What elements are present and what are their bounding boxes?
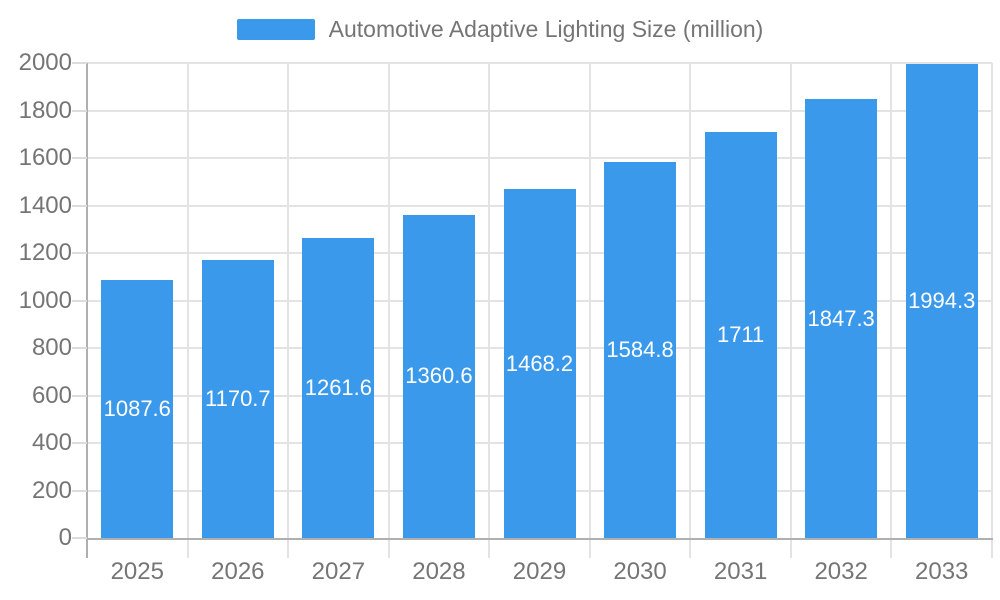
bar-value-label: 1261.6 [304, 375, 373, 401]
gridline-vertical [387, 63, 390, 558]
bar-2030: 1584.8 [604, 161, 677, 538]
y-axis-label: 1400 [18, 191, 72, 219]
bar-2028: 1360.6 [402, 214, 475, 538]
x-axis-label: 2026 [211, 558, 265, 585]
gridline-vertical [287, 63, 290, 558]
y-axis-tick [72, 299, 87, 302]
bar-2026: 1170.7 [201, 259, 274, 538]
gridline-horizontal [87, 157, 992, 159]
bar-value-label: 1170.7 [205, 385, 271, 411]
x-axis-label: 2027 [311, 558, 366, 585]
bar-value-label: 1087.6 [103, 395, 171, 421]
y-axis-label: 2000 [18, 49, 72, 76]
bar-value-label: 1711 [716, 321, 765, 347]
bar-2031: 1711 [704, 131, 777, 538]
bar-value-label: 1468.2 [505, 350, 574, 376]
gridline-vertical [488, 63, 491, 558]
y-axis-label: 400 [31, 429, 72, 456]
y-axis-label: 800 [31, 334, 72, 361]
y-axis-label: 1200 [18, 239, 72, 266]
plot-area: 1087.6 1170.7 1261.6 1360.6 1468.2 1584.8 1711… [87, 62, 993, 558]
legend-swatch-icon [236, 18, 315, 40]
y-axis-label: 1600 [18, 144, 72, 171]
y-axis-tick [72, 204, 87, 207]
x-axis-label: 2030 [613, 558, 667, 585]
bar-2029: 1468.2 [503, 189, 576, 538]
y-axis-tick [72, 489, 87, 492]
x-axis-label: 2032 [814, 558, 868, 585]
y-axis-line [86, 63, 88, 558]
y-axis-label: 200 [31, 476, 72, 504]
gridline-horizontal [87, 109, 992, 112]
bar-2032: 1847.3 [805, 99, 878, 538]
gridline-vertical [789, 63, 792, 558]
bar-value-label: 1584.8 [606, 336, 674, 362]
gridline-vertical [689, 63, 692, 558]
gridline-vertical [186, 63, 189, 558]
y-axis-tick [72, 252, 87, 254]
y-axis-tick [72, 537, 87, 539]
y-axis-tick [72, 347, 87, 349]
bar-2025: 1087.6 [101, 279, 174, 538]
y-axis-label: 0 [58, 524, 72, 551]
bar-2027: 1261.6 [302, 238, 375, 538]
gridline-vertical [991, 63, 993, 558]
bar-value-label: 1994.3 [908, 288, 976, 314]
gridline-vertical [890, 63, 893, 558]
bar-value-label: 1847.3 [807, 305, 875, 331]
x-axis-label: 2033 [915, 558, 969, 585]
gridline-vertical [588, 63, 591, 558]
y-axis-label: 1000 [18, 286, 72, 314]
y-axis-label: 600 [31, 381, 72, 409]
y-axis-tick [72, 394, 87, 397]
y-axis-tick [72, 157, 87, 159]
gridline-horizontal [87, 62, 992, 64]
x-axis-label: 2031 [713, 558, 768, 585]
x-axis-label: 2025 [110, 558, 164, 585]
bar-2033: 1994.3 [905, 64, 978, 538]
x-axis-label: 2028 [412, 558, 466, 585]
y-axis-label: 1800 [18, 96, 72, 124]
y-axis-tick [72, 62, 87, 64]
y-axis-tick [72, 109, 87, 112]
y-axis-tick [72, 442, 87, 444]
x-axis-label: 2029 [512, 558, 567, 585]
x-axis-line [86, 538, 993, 540]
legend-label: Automotive Adaptive Lighting Size (milli… [328, 16, 764, 42]
legend[interactable]: Automotive Adaptive Lighting Size (milli… [0, 16, 1000, 42]
bar-value-label: 1360.6 [405, 363, 473, 389]
